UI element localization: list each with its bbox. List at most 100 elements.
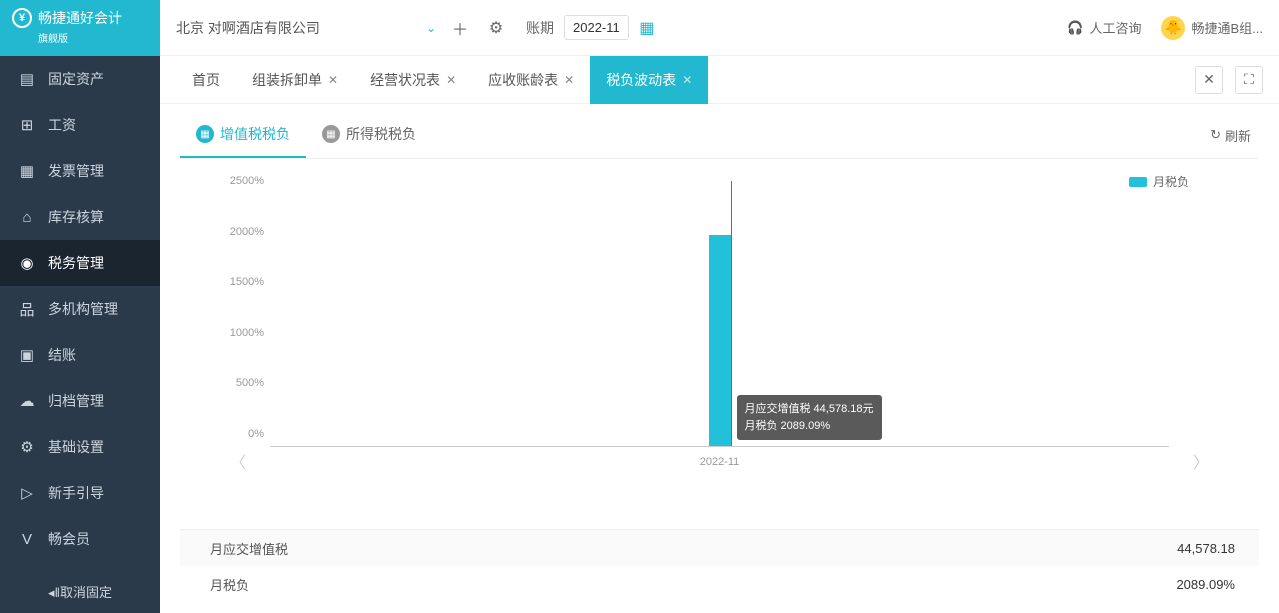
fullscreen-icon[interactable]: ⛶ bbox=[1235, 66, 1263, 94]
chart-plot-area: 0%500%1000%1500%2000%2500%2022-11月应交增值税 … bbox=[270, 193, 1169, 447]
support-label: 人工咨询 bbox=[1089, 18, 1141, 37]
sidebar: ¥ 畅捷通好会计 旗舰版 ▤固定资产 ⊞ 工资 ▦ 发票管理 ⌂ 库存核算 ◉ 税务管理品多机构… bbox=[0, 0, 160, 613]
nav-icon: ◉ bbox=[18, 254, 36, 272]
subtab-label: 所得税税负 bbox=[346, 124, 416, 144]
sidebar-item-3[interactable]: ⌂ 库存核算 bbox=[0, 194, 160, 240]
summary-row: 月应交增值税44,578.18 bbox=[180, 530, 1259, 566]
logo-text: 畅捷通好会计 bbox=[38, 8, 122, 28]
summary-row: 月税负2089.09% bbox=[180, 566, 1259, 602]
tab-2[interactable]: 经营状况表 ✕ bbox=[354, 56, 472, 104]
ytick-label: 500% bbox=[216, 377, 264, 389]
logo-icon: ¥ bbox=[12, 8, 32, 28]
nav-label: 工资 bbox=[48, 115, 76, 135]
company-selector[interactable]: 北京 对啊酒店有限公司 ⌄ bbox=[176, 18, 436, 38]
nav-label: 库存核算 bbox=[48, 207, 104, 227]
summary-label: 月应交增值税 bbox=[180, 539, 300, 558]
nav-icon: 品 bbox=[18, 300, 36, 318]
tab-close-icon[interactable]: ✕ bbox=[328, 73, 338, 87]
tab-close-icon[interactable]: ✕ bbox=[446, 73, 456, 87]
summary-value: 44,578.18 bbox=[300, 541, 1259, 556]
legend-swatch bbox=[1129, 177, 1147, 187]
headset-icon: 🎧 bbox=[1067, 20, 1083, 36]
nav-label: 基础设置 bbox=[48, 437, 104, 457]
tab-label: 经营状况表 bbox=[370, 70, 440, 90]
period-value[interactable]: 2022-11 bbox=[564, 15, 629, 40]
nav-icon: V bbox=[18, 530, 36, 548]
subtab-1[interactable]: ▦ 所得税税负 bbox=[306, 112, 432, 158]
avatar: 🐥 bbox=[1161, 16, 1185, 40]
subtabs-bar: ▦增值税税负▦所得税税负 ↻ 刷新 bbox=[180, 112, 1259, 159]
sidebar-item-2[interactable]: ▦ 发票管理 bbox=[0, 148, 160, 194]
gear-icon[interactable]: ⚙ bbox=[484, 16, 508, 40]
main-area: 北京 对啊酒店有限公司 ⌄ ＋ ⚙ 账期 2022-11 ▦ 🎧 人工咨询 🐥 … bbox=[160, 0, 1279, 613]
sidebar-item-5[interactable]: 品多机构管理 bbox=[0, 286, 160, 332]
ytick-label: 0% bbox=[216, 428, 264, 440]
sidebar-item-0[interactable]: ▤固定资产 bbox=[0, 56, 160, 102]
sidebar-item-10[interactable]: V畅会员 bbox=[0, 516, 160, 562]
chart-tooltip: 月应交增值税 44,578.18元月税负 2089.09% bbox=[737, 395, 882, 440]
nav-icon: ▷ bbox=[18, 484, 36, 502]
nav-label: 税务管理 bbox=[48, 253, 104, 273]
tab-4[interactable]: 税负波动表✕ bbox=[590, 56, 708, 104]
legend-label: 月税负 bbox=[1153, 173, 1189, 190]
sidebar-item-9[interactable]: ▷ 新手引导 bbox=[0, 470, 160, 516]
tooltip-line: 月应交增值税 44,578.18元 bbox=[745, 401, 874, 418]
nav-icon: ⌂ bbox=[18, 208, 36, 226]
sidebar-collapse-toggle[interactable]: ◂‖取消固定 bbox=[0, 570, 160, 613]
nav-icon: ⊞ bbox=[18, 116, 36, 134]
sidebar-item-1[interactable]: ⊞ 工资 bbox=[0, 102, 160, 148]
nav-label: 多机构管理 bbox=[48, 299, 118, 319]
ytick-label: 1000% bbox=[216, 327, 264, 339]
nav-icon: ☁ bbox=[18, 392, 36, 410]
tab-1[interactable]: 组装拆卸单 ✕ bbox=[236, 56, 354, 104]
chevron-down-icon: ⌄ bbox=[426, 21, 436, 35]
summary-label: 月税负 bbox=[180, 575, 300, 594]
x-axis-label: 2022-11 bbox=[700, 456, 740, 468]
add-icon[interactable]: ＋ bbox=[448, 16, 472, 40]
content-area: ▦增值税税负▦所得税税负 ↻ 刷新 月税负 0%500%1000%1500%20… bbox=[160, 104, 1279, 613]
nav-label: 新手引导 bbox=[48, 483, 104, 503]
subtab-icon: ▦ bbox=[322, 125, 340, 143]
sidebar-item-7[interactable]: ☁归档管理 bbox=[0, 378, 160, 424]
refresh-label: 刷新 bbox=[1225, 126, 1251, 145]
tab-3[interactable]: 应收账龄表 ✕ bbox=[472, 56, 590, 104]
nav-label: 结账 bbox=[48, 345, 76, 365]
subtab-0[interactable]: ▦增值税税负 bbox=[180, 112, 306, 158]
subtab-icon: ▦ bbox=[196, 125, 214, 143]
nav-icon: ▣ bbox=[18, 346, 36, 364]
tab-0[interactable]: 首页 bbox=[176, 56, 236, 104]
tab-close-icon[interactable]: ✕ bbox=[564, 73, 574, 87]
refresh-icon: ↻ bbox=[1210, 127, 1221, 143]
chart-container: 月税负 0%500%1000%1500%2000%2500%2022-11月应交… bbox=[180, 179, 1259, 489]
company-name: 北京 对啊酒店有限公司 bbox=[176, 18, 320, 38]
logo-subtitle: 旗舰版 bbox=[38, 30, 148, 45]
nav-icon: ▤ bbox=[18, 70, 36, 88]
nav-icon: ⚙ bbox=[18, 438, 36, 456]
tooltip-line: 月税负 2089.09% bbox=[745, 418, 874, 435]
nav-label: 发票管理 bbox=[48, 161, 104, 181]
refresh-button[interactable]: ↻ 刷新 bbox=[1210, 126, 1259, 145]
summary-table: 月应交增值税44,578.18月税负2089.09% bbox=[180, 529, 1259, 602]
close-tab-icon[interactable]: ✕ bbox=[1195, 66, 1223, 94]
chart-legend[interactable]: 月税负 bbox=[1129, 173, 1189, 190]
chart-prev-arrow[interactable]: 〈 bbox=[230, 449, 246, 473]
tab-label: 应收账龄表 bbox=[488, 70, 558, 90]
sidebar-item-8[interactable]: ⚙ 基础设置 bbox=[0, 424, 160, 470]
app-logo[interactable]: ¥ 畅捷通好会计 旗舰版 bbox=[0, 0, 160, 56]
chart-bar[interactable] bbox=[709, 235, 731, 446]
calendar-icon[interactable]: ▦ bbox=[635, 16, 659, 40]
sidebar-item-4[interactable]: ◉ 税务管理 bbox=[0, 240, 160, 286]
chart-next-arrow[interactable]: 〉 bbox=[1193, 449, 1209, 473]
user-name: 畅捷通B组... bbox=[1191, 18, 1263, 37]
nav-icon: ▦ bbox=[18, 162, 36, 180]
chart-guide-line bbox=[731, 181, 732, 446]
ytick-label: 2000% bbox=[216, 226, 264, 238]
period-label: 账期 bbox=[526, 18, 554, 38]
tab-label: 组装拆卸单 bbox=[252, 70, 322, 90]
top-header: 北京 对啊酒店有限公司 ⌄ ＋ ⚙ 账期 2022-11 ▦ 🎧 人工咨询 🐥 … bbox=[160, 0, 1279, 56]
tab-close-icon[interactable]: ✕ bbox=[682, 73, 692, 87]
sidebar-item-6[interactable]: ▣ 结账 bbox=[0, 332, 160, 378]
user-menu[interactable]: 🐥 畅捷通B组... bbox=[1161, 16, 1263, 40]
summary-value: 2089.09% bbox=[300, 577, 1259, 592]
support-link[interactable]: 🎧 人工咨询 bbox=[1067, 18, 1141, 37]
